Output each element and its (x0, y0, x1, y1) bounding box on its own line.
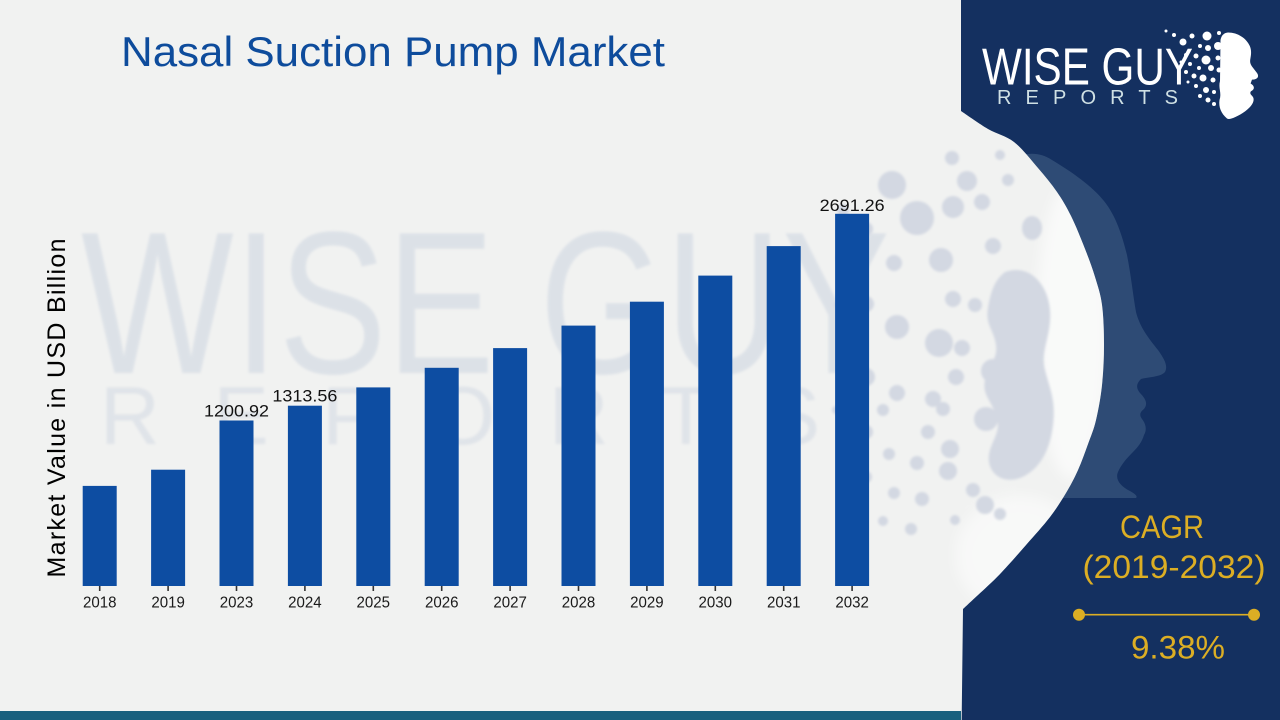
svg-text:1313.56: 1313.56 (272, 387, 337, 406)
svg-text:2032: 2032 (835, 595, 869, 612)
svg-text:(2019-2032): (2019-2032) (1083, 549, 1266, 585)
svg-text:CAGR: CAGR (1120, 509, 1204, 545)
svg-text:2029: 2029 (630, 595, 664, 612)
svg-text:WISE GUY: WISE GUY (81, 190, 890, 417)
svg-text:2691.26: 2691.26 (820, 196, 885, 215)
svg-text:WISE GUY: WISE GUY (982, 39, 1193, 97)
svg-text:2023: 2023 (220, 595, 254, 612)
svg-text:2024: 2024 (288, 595, 322, 612)
svg-text:2030: 2030 (699, 595, 733, 612)
svg-text:Nasal Suction Pump Market: Nasal Suction Pump Market (121, 28, 665, 75)
svg-text:9.38%: 9.38% (1131, 630, 1225, 666)
svg-text:2027: 2027 (493, 595, 527, 612)
svg-text:1200.92: 1200.92 (204, 402, 269, 421)
svg-text:2031: 2031 (767, 595, 801, 612)
svg-text:2026: 2026 (425, 595, 459, 612)
svg-text:2028: 2028 (562, 595, 596, 612)
svg-text:2018: 2018 (83, 595, 117, 612)
svg-text:2025: 2025 (357, 595, 391, 612)
svg-text:Market Value in USD Billion: Market Value in USD Billion (43, 239, 71, 578)
svg-text:2019: 2019 (151, 595, 185, 612)
